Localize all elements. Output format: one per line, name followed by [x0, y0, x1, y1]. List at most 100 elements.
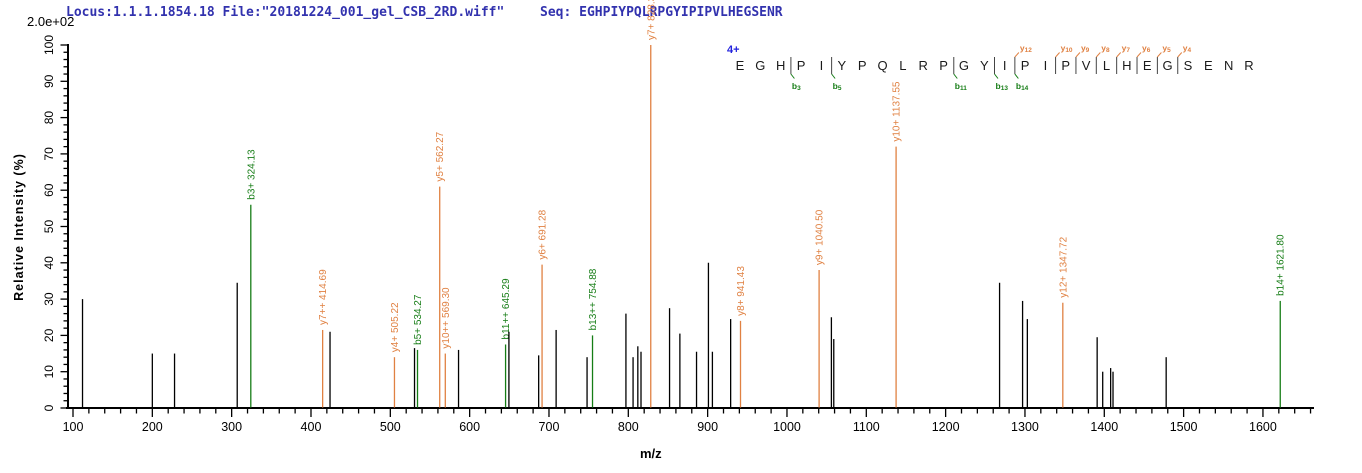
b-ion-label: b3 [792, 81, 801, 92]
b-ion-tick [790, 73, 795, 79]
sequence-residue: L [1103, 58, 1110, 73]
sequence-residue: S [1184, 58, 1193, 73]
peak-label: y9+ 1040.50 [815, 209, 826, 265]
sequence-header: Seq: EGHPIYPQLRPGYIPIPVLHEGSENR [540, 5, 783, 20]
y-axis-tick-label: 30 [42, 292, 56, 306]
sequence-residue: Y [837, 58, 846, 73]
peak-label: y4+ 505.22 [390, 302, 401, 352]
sequence-residue: E [736, 58, 745, 73]
b-ion-tick [831, 73, 836, 79]
b-ion-label: b13 [996, 81, 1009, 92]
b-ion-tick [1014, 73, 1019, 79]
x-axis-tick-label: 1400 [1090, 420, 1118, 434]
sequence-residue: G [1162, 58, 1172, 73]
y-ion-label: y4 [1183, 43, 1192, 54]
y-ion-tick [1157, 52, 1162, 58]
x-axis-tick-label: 1300 [1011, 420, 1039, 434]
sequence-residue: P [1061, 58, 1070, 73]
y-axis-tick-label: 100 [42, 35, 56, 55]
sequence-residue: V [1082, 58, 1091, 73]
peak-label: b11++ 645.29 [501, 278, 512, 339]
peak-label: b14+ 1621.80 [1276, 234, 1287, 296]
b-ion-tick [953, 73, 958, 79]
sequence-residue: N [1224, 58, 1233, 73]
y-ion-label: y9 [1081, 43, 1090, 54]
sequence-residue: H [1122, 58, 1131, 73]
peak-label: b5+ 534.27 [413, 294, 424, 345]
peak-label: b3+ 324.13 [246, 149, 257, 200]
sequence-residue: Q [877, 58, 887, 73]
x-axis-tick-label: 1000 [773, 420, 801, 434]
y-ion-tick [1075, 52, 1081, 58]
y-axis-tick-label: 60 [42, 183, 56, 197]
peak-label: y10++ 569.30 [441, 287, 452, 349]
x-axis-tick-label: 400 [301, 420, 322, 434]
sequence-residue: P [858, 58, 867, 73]
peak-label: y5+ 562.27 [435, 131, 446, 181]
b-ion-label: b11 [955, 81, 967, 92]
y-ion-label: y7 [1122, 43, 1131, 54]
peak-label: y8+ 941.43 [736, 266, 747, 316]
b-ion-label: b14 [1016, 81, 1029, 92]
y-axis-tick-label: 70 [42, 147, 56, 161]
y-ion-label: y8 [1101, 43, 1110, 54]
y-ion-label: y6 [1142, 43, 1151, 54]
sequence-residue: I [1044, 58, 1048, 73]
sequence-residue: I [820, 58, 824, 73]
x-axis-tick-label: 700 [539, 420, 560, 434]
y-axis-tick-label: 40 [42, 256, 56, 270]
x-axis-tick-label: 500 [380, 420, 401, 434]
y-ion-tick [1116, 52, 1122, 58]
sequence-residue: I [1003, 58, 1007, 73]
sequence-residue: E [1204, 58, 1213, 73]
x-axis-title: m/z [640, 446, 662, 461]
y-ion-tick [1014, 52, 1020, 58]
sequence-residue: G [755, 58, 765, 73]
sequence-residue: G [959, 58, 969, 73]
x-axis-tick-label: 1500 [1170, 420, 1198, 434]
y-axis-tick-label: 20 [42, 328, 56, 342]
peak-label: b13++ 754.88 [588, 268, 599, 330]
x-axis-tick-label: 900 [697, 420, 718, 434]
y-ion-tick [1095, 52, 1101, 58]
y-axis-tick-label: 90 [42, 74, 56, 88]
sequence-residue: L [899, 58, 906, 73]
x-axis-tick-label: 600 [459, 420, 480, 434]
sequence-residue: E [1143, 58, 1152, 73]
y-axis-tick-label: 50 [42, 220, 56, 234]
sequence-residue: R [919, 58, 928, 73]
y-axis-tick-label: 10 [42, 365, 56, 379]
y-ion-tick [1136, 52, 1142, 58]
y-ion-label: y12 [1020, 43, 1032, 54]
b-ion-tick [994, 73, 999, 79]
y-ion-label: y10 [1061, 43, 1073, 54]
y-axis-tick-label: 0 [42, 404, 56, 411]
peak-label: y12+ 1347.72 [1058, 236, 1069, 297]
locus-file-header: Locus:1.1.1.1854.18 File:"20181224_001_g… [66, 5, 505, 20]
y-ion-label: y5 [1162, 43, 1171, 54]
peak-label: y7+ 828.3 [646, 0, 657, 40]
sequence-residue: P [1021, 58, 1030, 73]
y-axis-scale-label: 2.0e+02 [27, 14, 75, 29]
sequence-residue: P [939, 58, 948, 73]
x-axis-tick-label: 300 [221, 420, 242, 434]
x-axis-tick-label: 1100 [853, 420, 880, 434]
sequence-residue: P [797, 58, 806, 73]
seq-label: Seq: [540, 5, 572, 20]
seq-value: EGHPIYPQLRPGYIPIPVLHEGSENR [579, 5, 783, 20]
b-ion-label: b5 [833, 81, 842, 92]
precursor-charge-label: 4+ [727, 44, 740, 56]
peak-label: y10+ 1137.55 [892, 81, 903, 142]
y-ion-tick [1055, 52, 1060, 58]
y-axis-tick-label: 80 [42, 111, 56, 125]
x-axis-tick-label: 800 [618, 420, 639, 434]
x-axis-tick-label: 200 [142, 420, 163, 434]
sequence-residue: H [776, 58, 785, 73]
sequence-residue: Y [980, 58, 989, 73]
x-axis-tick-label: 1600 [1249, 420, 1277, 434]
x-axis-tick-label: 1200 [932, 420, 960, 434]
y-ion-tick [1177, 52, 1183, 58]
peak-label: y7++ 414.69 [318, 269, 329, 325]
